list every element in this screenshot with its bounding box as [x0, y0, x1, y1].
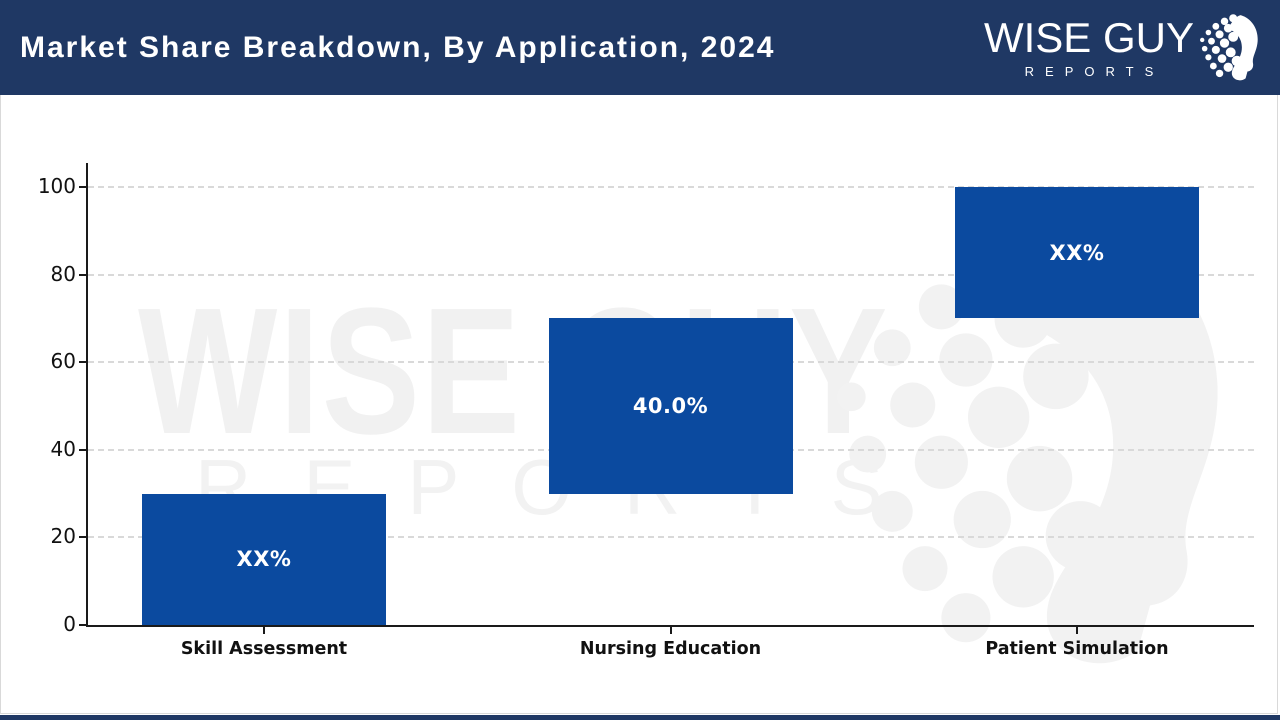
y-tick — [79, 361, 86, 364]
chart-frame — [0, 95, 1278, 714]
x-tick — [669, 627, 672, 634]
y-tick — [79, 624, 86, 626]
bar: XX% — [955, 187, 1199, 319]
x-tick — [1076, 627, 1078, 634]
logo-face-icon — [1200, 13, 1258, 80]
x-axis-line — [86, 625, 1254, 627]
footer-bar — [0, 715, 1280, 720]
y-tick-label: 40 — [50, 436, 76, 461]
y-tick — [79, 536, 86, 539]
bar-value-label: XX% — [1049, 240, 1105, 265]
y-tick — [79, 186, 86, 188]
logo: WISE GUY REPORTS — [984, 12, 1258, 84]
bar-value-label: XX% — [236, 547, 292, 572]
y-tick-label: 60 — [50, 349, 76, 374]
x-category-label: Skill Assessment — [180, 639, 348, 659]
y-tick-label: 100 — [37, 174, 76, 198]
y-tick — [79, 273, 86, 276]
y-tick — [79, 448, 86, 451]
page-title: Market Share Breakdown, By Application, … — [20, 30, 776, 64]
y-tick-label: 80 — [50, 261, 76, 286]
y-tick-label: 20 — [50, 524, 76, 549]
bar: 40.0% — [548, 318, 793, 494]
y-tick-label: 0 — [63, 612, 76, 636]
gridline — [88, 273, 1254, 276]
x-tick — [263, 627, 265, 634]
logo-wise-guy: WISE GUY — [983, 13, 1194, 61]
y-axis-line — [86, 163, 88, 627]
gridline — [88, 186, 1254, 188]
header: Market Share Breakdown, By Application, … — [0, 0, 1280, 95]
gridline — [88, 536, 1254, 539]
x-category-label: Nursing Education — [579, 639, 762, 659]
bar-value-label: 40.0% — [632, 393, 709, 418]
logo-text: WISE GUY REPORTS — [983, 13, 1194, 79]
logo-reports: REPORTS — [1024, 63, 1165, 79]
watermark-face-icon — [837, 227, 1218, 664]
x-category-label: Patient Simulation — [985, 639, 1169, 659]
bar: XX% — [142, 493, 386, 625]
